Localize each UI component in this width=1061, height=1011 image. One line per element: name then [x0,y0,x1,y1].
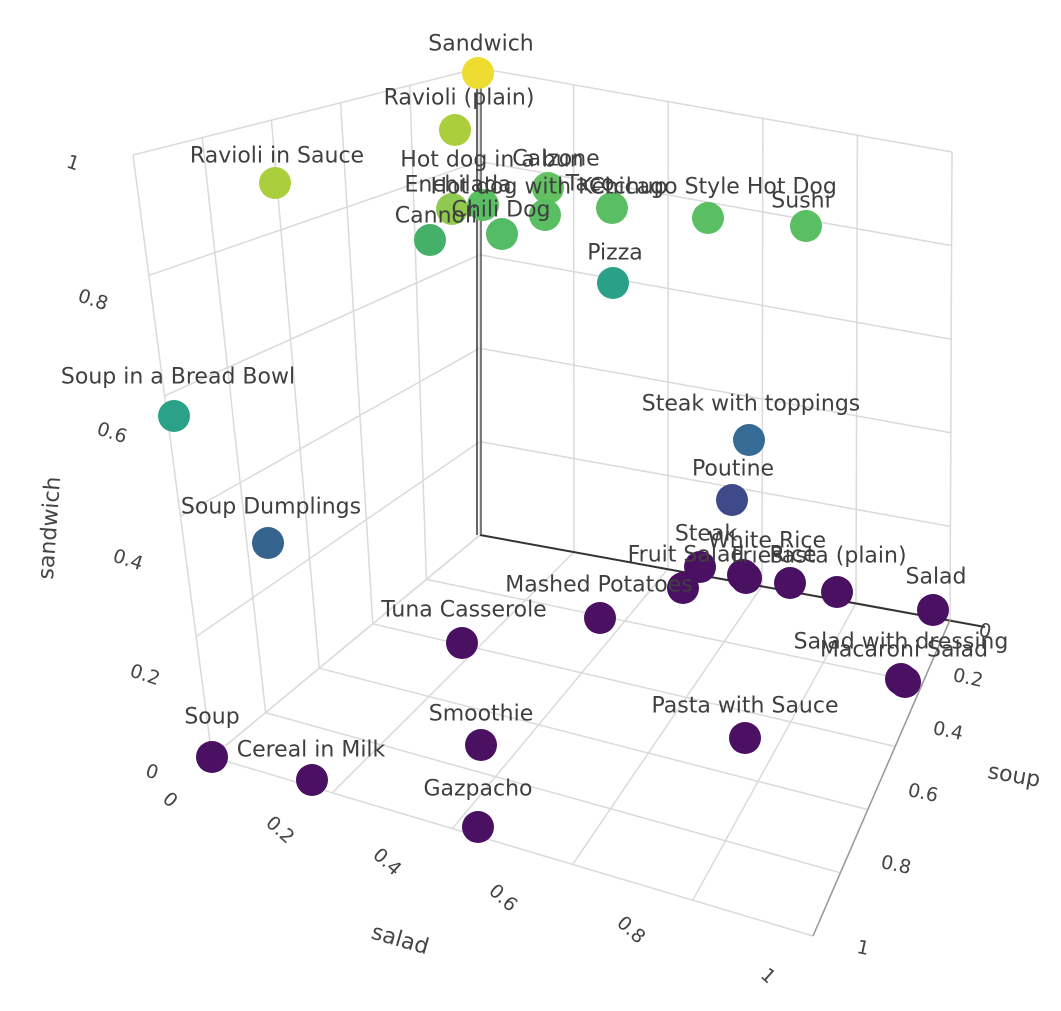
data-point[interactable] [730,562,762,594]
data-point[interactable] [467,189,499,221]
data-point-label: Fries [731,543,783,569]
data-point-label: Ravioli (plain) [383,85,535,111]
data-point[interactable] [529,199,561,231]
data-point[interactable] [597,267,629,299]
data-point-label: Soup in a Bread Bowl [60,364,296,390]
data-point-label: Poutine [691,456,775,482]
data-point-label: Soup [184,704,240,730]
data-point-label: Pasta (plain) [769,543,907,569]
data-point[interactable] [414,224,446,256]
data-point[interactable] [692,202,724,234]
data-point[interactable] [733,424,765,456]
data-point[interactable] [252,527,284,559]
data-point[interactable] [462,811,494,843]
data-point-label: Enchilada [404,172,512,198]
data-point[interactable] [584,602,616,634]
data-point[interactable] [774,567,806,599]
data-point[interactable] [439,114,471,146]
data-point[interactable] [790,210,822,242]
data-point-label: Rice [769,542,817,568]
data-point-label: Chili Dog [451,197,551,223]
data-point[interactable] [259,167,291,199]
data-point-label: Cereal in Milk [236,737,386,763]
data-point-label: Sandwich [428,31,534,57]
data-point-label: Salad with dressing [793,629,1009,655]
data-point[interactable] [462,57,494,89]
data-point[interactable] [196,741,228,773]
data-point-label: Taco [565,171,615,197]
data-point[interactable] [446,627,478,659]
data-point[interactable] [821,576,853,608]
data-point-label: Sushi [771,188,831,214]
data-point-label: Ravioli in Sauce [189,143,365,169]
data-point[interactable] [917,594,949,626]
data-point-label: Cannoli [394,203,478,229]
data-point-label: Smoothie [428,701,534,727]
data-point-label: Hot dog with Ketchup [430,174,668,200]
data-point-label: Fruit Salad [627,542,745,568]
data-point-label: Pizza [587,240,643,266]
data-point-label: Gazpacho [423,776,533,802]
data-point-label: Hot dog in a bun [400,147,584,173]
data-point[interactable] [729,722,761,754]
data-point-label: Tuna Casserole [381,597,547,623]
data-point[interactable] [667,572,699,604]
data-point-label: Mashed Potatoes [505,572,693,598]
data-point-label: Calzone [512,146,600,172]
data-point[interactable] [158,400,190,432]
data-point-label: White Rice [708,528,826,554]
data-point[interactable] [532,172,564,204]
data-point-label: Macaroni Salad [819,637,989,663]
data-point-label: Soup Dumplings [180,494,362,520]
data-point-label: Pasta with Sauce [651,693,839,719]
data-point[interactable] [486,218,518,250]
data-point[interactable] [465,729,497,761]
data-point-label: Steak [674,521,738,547]
data-point[interactable] [889,666,921,698]
data-point[interactable] [716,484,748,516]
data-point[interactable] [436,193,468,225]
data-point-label: Salad [905,564,967,590]
data-point[interactable] [296,764,328,796]
data-point-label: Chicago Style Hot Dog [589,174,837,200]
data-point-label: Steak with toppings [641,391,861,417]
data-point[interactable] [596,192,628,224]
